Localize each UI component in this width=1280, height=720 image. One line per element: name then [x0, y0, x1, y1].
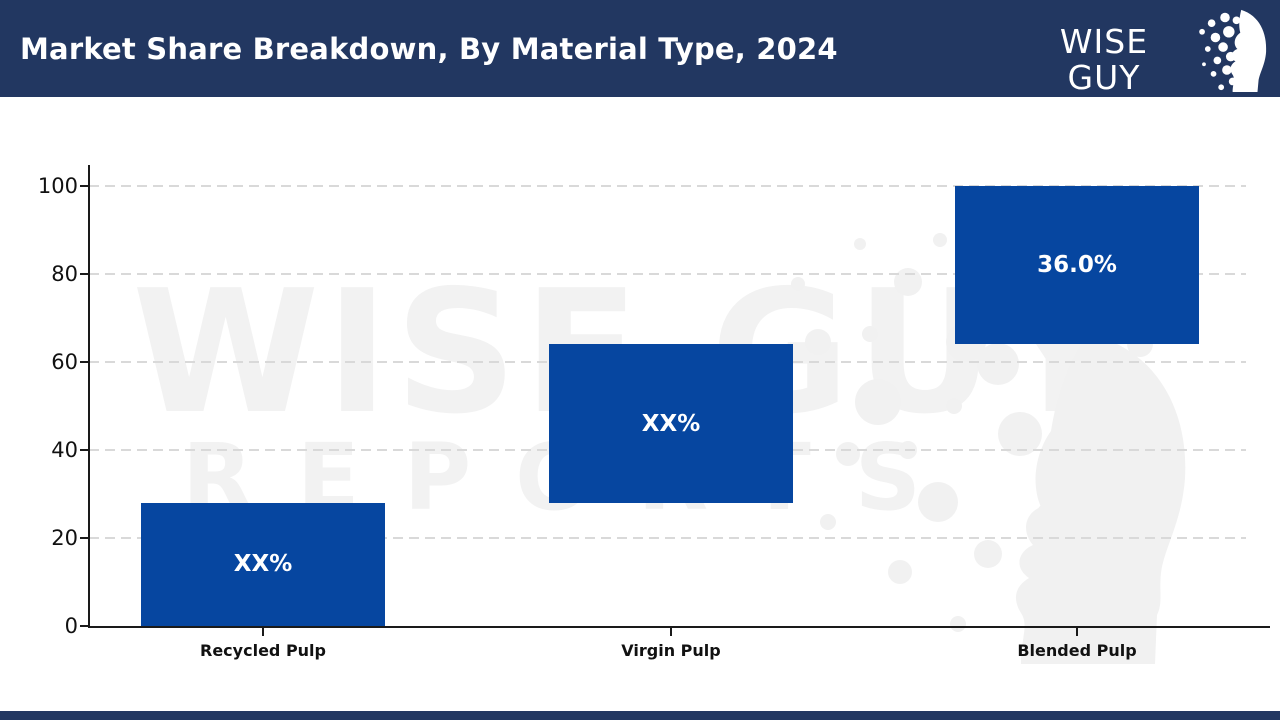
- bar-virgin-pulp: [549, 344, 793, 503]
- y-axis-line: [88, 165, 90, 628]
- logo-face-dots-icon: [1199, 9, 1267, 92]
- y-tick-mark-60: [80, 361, 88, 363]
- y-tick-mark-0: [80, 625, 88, 627]
- header-bar: Market Share Breakdown, By Material Type…: [0, 0, 1280, 114]
- x-tick-mark: [1076, 628, 1078, 636]
- logo-reports-label: REPORTS: [1035, 98, 1186, 114]
- footer-bar: [0, 711, 1280, 720]
- x-tick-label: Recycled Pulp: [200, 641, 326, 660]
- x-tick-label: Virgin Pulp: [621, 641, 721, 660]
- y-tick-label-60: 60: [51, 350, 78, 374]
- wise-guy-reports-logo: WISE GUY REPORTS: [1018, 6, 1268, 114]
- bar-value-label: 36.0%: [1037, 252, 1117, 279]
- page-title: Market Share Breakdown, By Material Type…: [20, 31, 838, 66]
- y-tick-label-100: 100: [37, 174, 78, 198]
- bar-blended-pulp: [955, 186, 1199, 345]
- y-tick-label-20: 20: [51, 526, 78, 550]
- x-tick-mark: [670, 628, 672, 636]
- y-tick-mark-80: [80, 273, 88, 275]
- gridline-100: [89, 185, 1246, 187]
- bar-value-label: XX%: [233, 551, 293, 578]
- y-tick-label-40: 40: [51, 438, 78, 462]
- bar-value-label: XX%: [641, 410, 701, 437]
- x-tick-label: Blended Pulp: [1017, 641, 1137, 660]
- bar-recycled-pulp: [141, 502, 385, 626]
- logo-wiseguy-label: WISE GUY: [1059, 22, 1149, 98]
- y-tick-label-0: 0: [64, 614, 78, 638]
- x-tick-mark: [262, 628, 264, 636]
- y-tick-mark-20: [80, 537, 88, 539]
- gridline-20: [89, 537, 1246, 539]
- logo-text: WISE GUY REPORTS: [1018, 22, 1190, 114]
- y-tick-label-80: 80: [51, 262, 78, 286]
- gridline-80: [89, 273, 1246, 275]
- y-tick-mark-100: [80, 185, 88, 187]
- y-tick-mark-40: [80, 449, 88, 451]
- x-axis-line: [88, 626, 1270, 628]
